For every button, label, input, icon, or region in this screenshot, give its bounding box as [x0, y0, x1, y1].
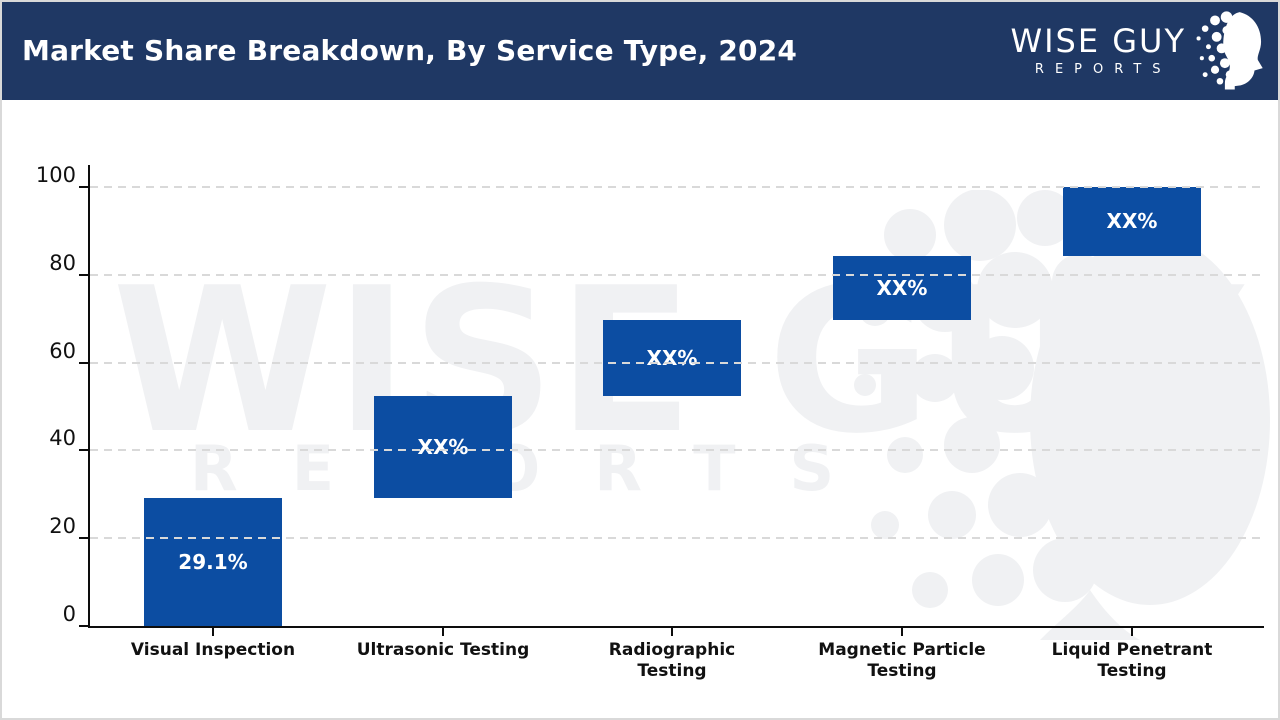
- y-tick-label-60: 60: [49, 338, 76, 363]
- bar-value-label: XX%: [876, 275, 928, 300]
- y-tick-mark-100: [79, 185, 88, 188]
- y-tick-mark-40: [79, 449, 88, 452]
- x-tick-mark-4: [901, 628, 903, 636]
- x-category-label-line: Magnetic Particle: [818, 640, 986, 660]
- y-tick-label-80: 80: [49, 250, 76, 275]
- y-tick-label-0: 0: [62, 602, 76, 626]
- gridline-y-20: [90, 537, 1264, 540]
- y-tick-mark-20: [79, 537, 88, 540]
- x-category-label-3: Radiographic Testing: [552, 640, 792, 683]
- y-tick-mark-0: [79, 625, 88, 627]
- gridline-y-40: [90, 449, 1264, 452]
- x-category-label-5: Liquid Penetrant Testing: [1012, 640, 1252, 683]
- x-tick-mark-1: [212, 628, 214, 636]
- chart-bar-ultrasonic-testing: XX%: [374, 395, 512, 499]
- gridline-y-60: [90, 361, 1264, 364]
- plot-area: 29.1% XX% XX% XX% XX% 0 20 40 60 80 100 Visual Insp…: [36, 163, 1264, 681]
- y-tick-mark-80: [79, 273, 88, 276]
- y-tick-label-100: 100: [35, 162, 76, 187]
- x-category-label-line: Testing: [1097, 661, 1167, 682]
- page-title: Market Share Breakdown, By Service Type,…: [22, 33, 798, 67]
- bar-value-label: XX%: [646, 345, 698, 370]
- x-category-label-line: Radiographic: [608, 640, 736, 660]
- y-tick-mark-60: [79, 361, 88, 364]
- x-category-label-line: Ultrasonic Testing: [356, 640, 530, 660]
- x-category-label-line: Liquid Penetrant: [1051, 640, 1213, 660]
- x-category-label-2: Ultrasonic Testing: [323, 640, 563, 661]
- x-category-label-line: Testing: [637, 661, 707, 682]
- chart-bar-magnetic-particle-testing: XX%: [833, 255, 971, 320]
- bar-value-label: XX%: [417, 435, 469, 460]
- x-tick-mark-5: [1131, 628, 1133, 636]
- gridline-y-100: [90, 185, 1264, 188]
- brand-logo-subtitle: REPORTS: [1034, 61, 1172, 77]
- x-tick-mark-3: [671, 628, 673, 636]
- brand-logo: WISE GUY REPORTS: [1010, 4, 1266, 96]
- x-category-label-line: Visual Inspection: [130, 640, 296, 660]
- head-profile-logo-icon: [1196, 11, 1263, 90]
- chart-bar-liquid-penetrant-testing: XX%: [1063, 186, 1201, 256]
- gridline-y-80: [90, 273, 1264, 276]
- x-tick-mark-2: [442, 628, 444, 636]
- y-tick-label-20: 20: [49, 514, 76, 539]
- y-tick-label-40: 40: [49, 426, 76, 451]
- x-category-label-1: Visual Inspection: [93, 640, 333, 661]
- brand-logo-name: WISE GUY: [1010, 21, 1186, 60]
- chart-bar-visual-inspection: 29.1%: [144, 498, 282, 626]
- bar-value-label: 29.1%: [178, 550, 248, 575]
- header-bar: Market Share Breakdown, By Service Type,…: [0, 0, 1280, 100]
- x-category-label-4: Magnetic Particle Testing: [782, 640, 1022, 683]
- watermark-subtitle: REPORTS: [190, 432, 889, 505]
- brand-logo-text: WISE GUY REPORTS: [1010, 25, 1186, 76]
- bar-value-label: XX%: [1106, 209, 1158, 234]
- x-category-label-line: Testing: [867, 661, 937, 682]
- chart-bar-radiographic-testing: XX%: [603, 320, 741, 396]
